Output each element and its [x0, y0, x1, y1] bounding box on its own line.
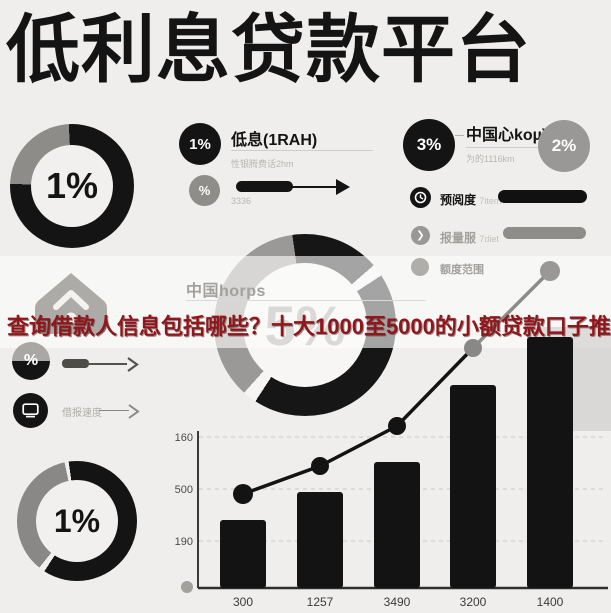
arrow-line [290, 186, 338, 188]
clock-icon [410, 187, 431, 208]
bar [220, 520, 266, 588]
row-label-2: 报量服 7diet [440, 231, 499, 245]
arrow-line [99, 410, 129, 411]
x-tick-label: 300 [233, 595, 253, 609]
value-bar-black [498, 190, 587, 203]
percent-badge: % [189, 175, 220, 206]
percent-subtext: 3336 [231, 196, 252, 206]
right-section-title: 中国心koµ) [466, 127, 548, 144]
bar [450, 385, 496, 588]
chart-canvas: 160 500 190 300 1257 3490 3200 1400 [175, 261, 611, 609]
rate-subtext: 性银腾费话2hm [231, 159, 294, 169]
trend-line-dark [242, 346, 475, 496]
monitor-icon [13, 393, 48, 428]
value-bar-gray [503, 227, 586, 239]
speed-label: 借报速度 [62, 408, 102, 419]
x-tick-label: 3490 [384, 595, 411, 609]
y-tick-label: 190 [175, 536, 193, 548]
data-point [311, 457, 329, 475]
chevron-right-icon [127, 357, 139, 372]
donut-chart-top-left: 1% [10, 124, 134, 248]
data-point [540, 261, 560, 281]
trend-line-gray [471, 269, 552, 350]
legend-dot-icon [411, 258, 429, 276]
data-point [464, 339, 482, 357]
x-tick-label: 3200 [460, 595, 487, 609]
bar-line-chart: 160 500 190 300 1257 3490 3200 1400 [165, 255, 611, 613]
black-percent-badge: 3% [403, 119, 455, 171]
x-tick-label: 1257 [307, 595, 334, 609]
donut-top-left-value: 1% [45, 165, 99, 206]
donut-bottom-left-value: 1% [53, 502, 101, 539]
percent-circle-icon: % [12, 342, 50, 380]
headline-text: 查询借款人信息包括哪些？十大1000至5000的小额贷款口子推荐 [7, 314, 611, 339]
data-point [233, 484, 253, 504]
site-name: 中国horps [186, 283, 266, 300]
right-section-subtext: 为的1116km [466, 154, 515, 164]
progress-pill [236, 181, 293, 192]
chevron-icon: ❯ [411, 226, 430, 245]
rate-title: 低息(1RAH) [231, 132, 318, 149]
divider [186, 300, 426, 301]
y-tick-label: 160 [175, 432, 193, 444]
row-label-1: 预阅度 7item [440, 193, 502, 207]
home-icon [35, 272, 107, 334]
data-point [388, 417, 406, 435]
bar [527, 337, 573, 588]
x-tick-label: 1400 [537, 595, 564, 609]
y-tick-label: 500 [175, 484, 193, 496]
divider [231, 150, 373, 151]
axis-origin-dot [181, 581, 193, 593]
progress-pill-small [62, 359, 89, 368]
rate-badge: 1% [179, 123, 221, 165]
legend-label: 额度范围 [440, 264, 484, 276]
arrow-line [87, 363, 127, 365]
donut-chart-bottom-left: 1% [17, 461, 137, 581]
page-title: 低利息贷款平台 [6, 8, 531, 91]
chevron-right-icon [128, 404, 140, 419]
bar [374, 462, 420, 588]
bar [297, 492, 343, 588]
gray-percent-badge: 2% [538, 120, 590, 172]
divider [466, 147, 546, 148]
connector-line [455, 135, 464, 136]
arrow-right-icon [336, 179, 350, 195]
